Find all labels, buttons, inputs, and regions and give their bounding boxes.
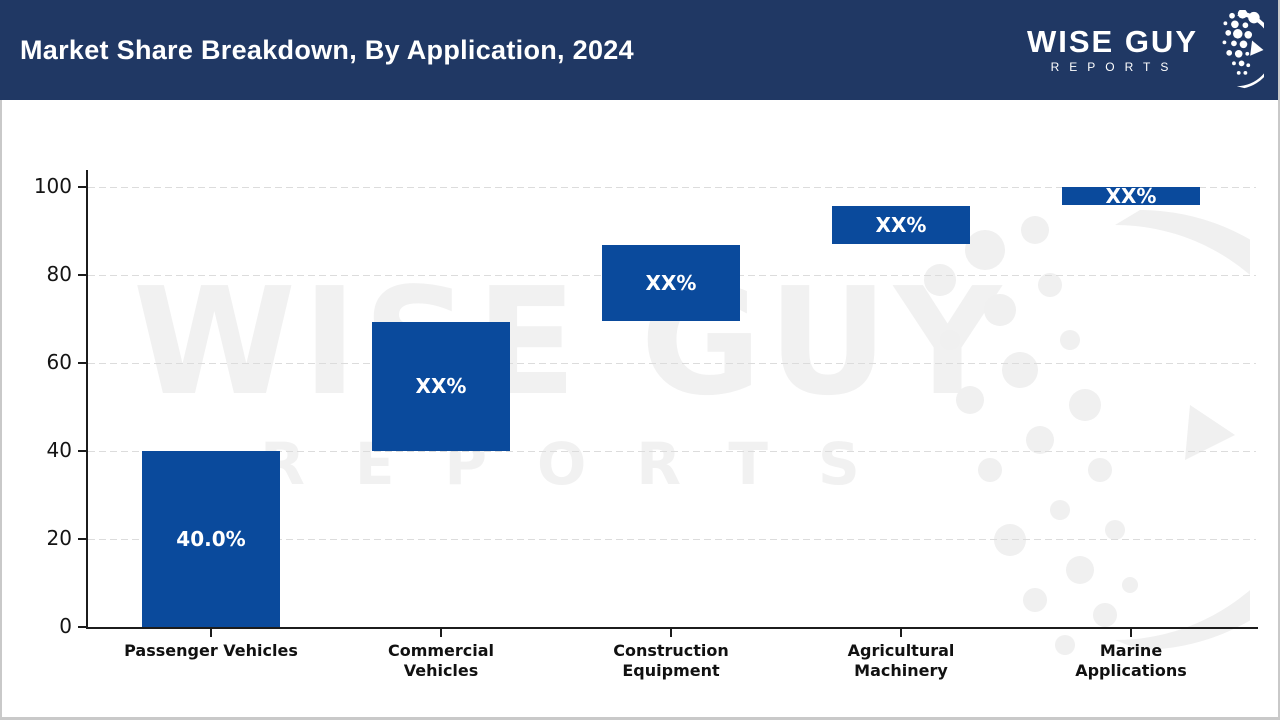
logo-subtext: REPORTS xyxy=(1050,60,1179,74)
category-label-line: Applications xyxy=(1075,661,1187,680)
bar-value-label: XX% xyxy=(415,374,467,399)
gridline-60 xyxy=(88,363,1256,364)
category-label-line: Vehicles xyxy=(403,661,479,680)
x-tick-mark xyxy=(440,629,442,637)
y-tick-label: 20 xyxy=(46,526,72,550)
logo-wordmark: WISE GUY REPORTS xyxy=(1027,26,1198,74)
y-tick-mark xyxy=(78,362,86,364)
x-tick-mark xyxy=(1130,629,1132,637)
y-tick-label: 80 xyxy=(46,262,72,286)
category-label-line: Construction xyxy=(613,641,729,660)
y-tick-label: 0 xyxy=(59,614,72,638)
y-tick-mark xyxy=(78,450,86,452)
y-tick-label: 100 xyxy=(33,174,72,198)
gridline-20 xyxy=(88,539,1256,540)
bar-commercial-vehicles: XX% xyxy=(372,321,510,451)
watermark-face-profile-dots-icon xyxy=(924,210,1250,655)
plot-area: 0 20 40 60 80 100 40.0% XX% XX% XX% XX% Passenger V… xyxy=(0,100,1280,720)
category-label: Construction Equipment xyxy=(551,641,791,681)
bar-marine-applications: XX% xyxy=(1062,184,1200,209)
y-tick-mark xyxy=(78,538,86,540)
page-title: Market Share Breakdown, By Application, … xyxy=(20,34,634,65)
x-tick-mark xyxy=(670,629,672,637)
gridline-40 xyxy=(88,451,1256,452)
y-axis-line xyxy=(86,170,88,629)
x-tick-mark xyxy=(210,629,212,637)
y-tick-mark xyxy=(78,186,86,188)
logo-name: WISE GUY xyxy=(1026,24,1198,59)
bar-value-label: XX% xyxy=(875,212,927,237)
category-label: Passenger Vehicles xyxy=(91,641,331,661)
category-label-line: Agricultural xyxy=(847,641,955,660)
category-label-line: Passenger Vehicles xyxy=(124,641,298,660)
category-label: Marine Applications xyxy=(1011,641,1251,681)
y-tick-mark xyxy=(78,626,86,628)
chart-area: WISE GUY REPORTS 0 20 40 60 80 100 40.0% XX% XX%… xyxy=(0,100,1280,720)
y-tick-mark xyxy=(78,274,86,276)
bar-value-label: XX% xyxy=(645,270,697,295)
bar-passenger-vehicles: 40.0% xyxy=(142,451,280,627)
gridline-100 xyxy=(88,187,1256,188)
y-tick-label: 60 xyxy=(46,350,72,374)
category-label: Commercial Vehicles xyxy=(321,641,561,681)
x-tick-mark xyxy=(900,629,902,637)
bar-agricultural-machinery: XX% xyxy=(832,205,970,244)
x-axis-line xyxy=(86,627,1258,629)
category-label-line: Marine xyxy=(1099,641,1163,660)
bar-value-label: XX% xyxy=(1105,184,1157,209)
y-tick-label: 40 xyxy=(46,438,72,462)
category-label: Agricultural Machinery xyxy=(781,641,1021,681)
category-label-line: Commercial xyxy=(387,641,495,660)
face-profile-dots-icon xyxy=(1222,10,1264,89)
category-label-line: Equipment xyxy=(622,661,720,680)
bar-value-label: 40.0% xyxy=(176,527,246,551)
watermark: WISE GUY REPORTS xyxy=(110,268,1030,498)
watermark-line2: REPORTS xyxy=(260,430,910,498)
header: Market Share Breakdown, By Application, … xyxy=(0,0,1280,100)
wise-guy-logo: WISE GUY REPORTS xyxy=(1027,10,1264,90)
bar-construction-equipment: XX% xyxy=(602,244,740,322)
watermark-line1: WISE GUY xyxy=(132,256,1008,428)
category-label-line: Machinery xyxy=(854,661,948,680)
